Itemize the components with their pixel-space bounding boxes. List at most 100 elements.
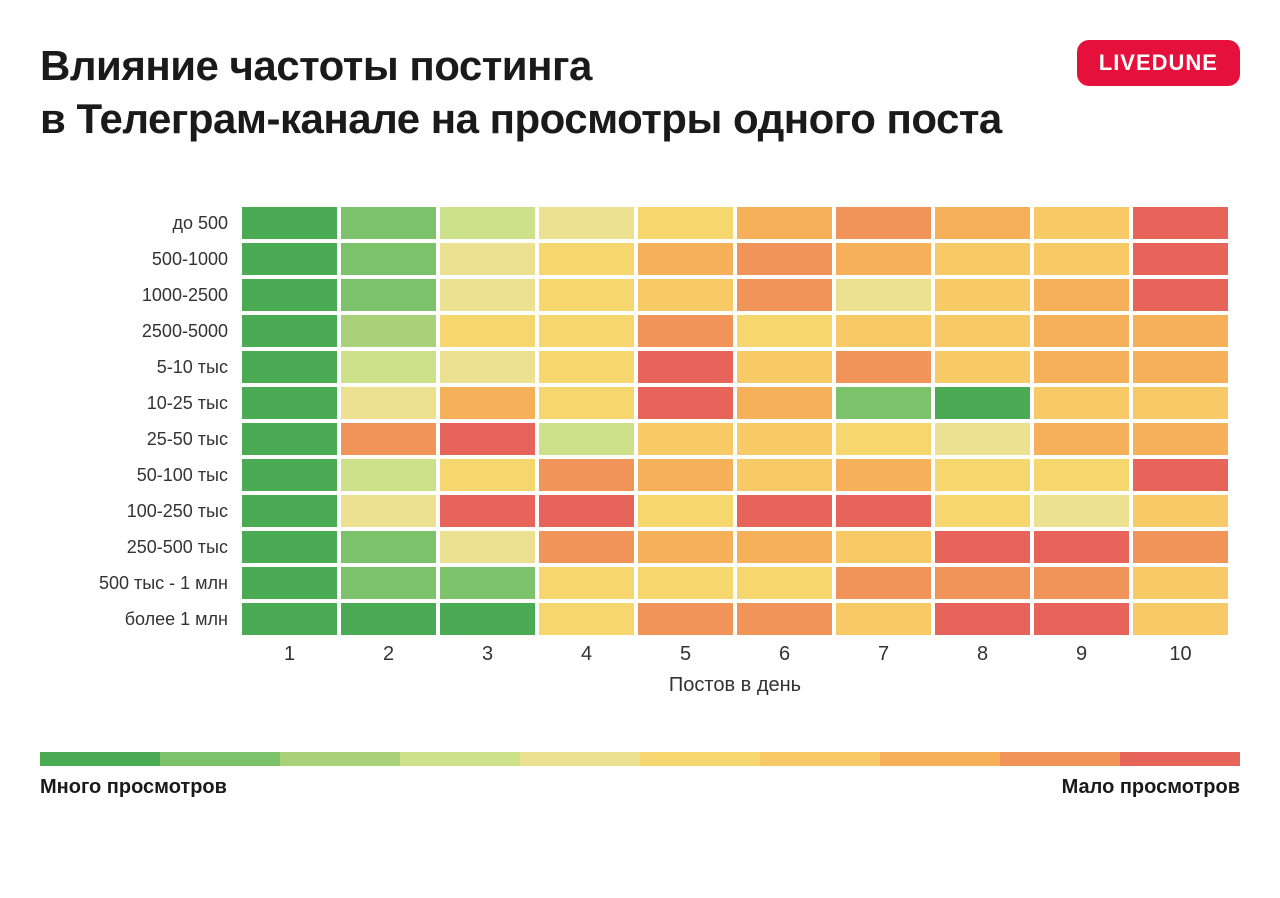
heatmap-cell [834, 493, 933, 529]
legend-segment [1120, 752, 1240, 766]
heatmap-cell [1131, 601, 1230, 637]
col-label: 3 [438, 643, 537, 666]
heatmap-cell [933, 205, 1032, 241]
row-label: 50-100 тыс [90, 457, 240, 493]
col-label: 9 [1032, 643, 1131, 666]
row-label: более 1 млн [90, 601, 240, 637]
heatmap-grid: до 500500-10001000-25002500-50005-10 тыс… [90, 205, 1230, 637]
heatmap-cell [1131, 205, 1230, 241]
heatmap-cell [933, 277, 1032, 313]
heatmap-cell [1131, 457, 1230, 493]
heatmap-cell [933, 529, 1032, 565]
heatmap-cell [1131, 421, 1230, 457]
legend-segment [640, 752, 760, 766]
heatmap-cell [438, 493, 537, 529]
heatmap-cell [735, 457, 834, 493]
col-label: 4 [537, 643, 636, 666]
heatmap-cell [240, 313, 339, 349]
heatmap-cell [240, 277, 339, 313]
heatmap-cell [1131, 349, 1230, 385]
heatmap-cell [735, 493, 834, 529]
heatmap-cell [834, 385, 933, 421]
heatmap-cell [636, 349, 735, 385]
heatmap-cell [1032, 313, 1131, 349]
heatmap-cell [735, 421, 834, 457]
heatmap-cell [537, 529, 636, 565]
heatmap-cell [339, 349, 438, 385]
heatmap-cell [834, 313, 933, 349]
heatmap-cell [240, 601, 339, 637]
heatmap-cell [240, 241, 339, 277]
heatmap-cell [240, 457, 339, 493]
heatmap-cell [933, 457, 1032, 493]
row-label: 5-10 тыс [90, 349, 240, 385]
heatmap-cell [834, 601, 933, 637]
heatmap-cell [537, 421, 636, 457]
col-label: 1 [240, 643, 339, 666]
heatmap-cell [735, 241, 834, 277]
heatmap-cell [1032, 493, 1131, 529]
heatmap-cell [636, 457, 735, 493]
legend-segment [160, 752, 280, 766]
heatmap-cell [339, 205, 438, 241]
heatmap-cell [636, 313, 735, 349]
row-label: 1000-2500 [90, 277, 240, 313]
heatmap-cell [339, 493, 438, 529]
heatmap-cell [438, 241, 537, 277]
heatmap-cell [1131, 529, 1230, 565]
heatmap-cell [933, 493, 1032, 529]
heatmap-cell [834, 529, 933, 565]
heatmap-cell [933, 565, 1032, 601]
heatmap-cell [834, 565, 933, 601]
row-label: 10-25 тыс [90, 385, 240, 421]
heatmap-cell [537, 601, 636, 637]
chart-title: Влияние частоты постингав Телеграм-канал… [40, 40, 1002, 145]
col-label: 2 [339, 643, 438, 666]
heatmap-cell [636, 421, 735, 457]
heatmap-cell [933, 349, 1032, 385]
heatmap-cell [636, 601, 735, 637]
heatmap-cell [537, 349, 636, 385]
x-axis-title: Постов в день [240, 674, 1230, 697]
legend-left-label: Много просмотров [40, 776, 227, 799]
heatmap-cell [339, 277, 438, 313]
heatmap-cell [1032, 565, 1131, 601]
col-label: 10 [1131, 643, 1230, 666]
heatmap-cell [537, 205, 636, 241]
heatmap-cell [1032, 457, 1131, 493]
heatmap-cell [537, 493, 636, 529]
row-label: до 500 [90, 205, 240, 241]
heatmap-cell [1032, 601, 1131, 637]
heatmap-cell [438, 277, 537, 313]
heatmap-cell [933, 421, 1032, 457]
heatmap-cell [240, 529, 339, 565]
heatmap-cell [735, 565, 834, 601]
col-label: 5 [636, 643, 735, 666]
heatmap-cell [438, 205, 537, 241]
heatmap-cell [933, 601, 1032, 637]
row-label: 2500-5000 [90, 313, 240, 349]
legend-segment [520, 752, 640, 766]
heatmap-cell [1032, 277, 1131, 313]
heatmap-cell [735, 205, 834, 241]
heatmap-cell [1131, 493, 1230, 529]
row-label: 500-1000 [90, 241, 240, 277]
heatmap-cell [537, 241, 636, 277]
heatmap-cell [240, 349, 339, 385]
heatmap-cell [1032, 349, 1131, 385]
heatmap-cell [735, 277, 834, 313]
heatmap-cell [834, 277, 933, 313]
heatmap-cell [438, 349, 537, 385]
heatmap-cell [240, 385, 339, 421]
col-label: 8 [933, 643, 1032, 666]
legend-right-label: Мало просмотров [1062, 776, 1240, 799]
heatmap-cell [1032, 421, 1131, 457]
heatmap-cell [438, 529, 537, 565]
heatmap-cell [735, 529, 834, 565]
legend-segment [400, 752, 520, 766]
x-tick-labels: 12345678910 [90, 643, 1230, 666]
heatmap-cell [1032, 241, 1131, 277]
heatmap-cell [537, 457, 636, 493]
heatmap-cell [537, 385, 636, 421]
heatmap-cell [438, 565, 537, 601]
